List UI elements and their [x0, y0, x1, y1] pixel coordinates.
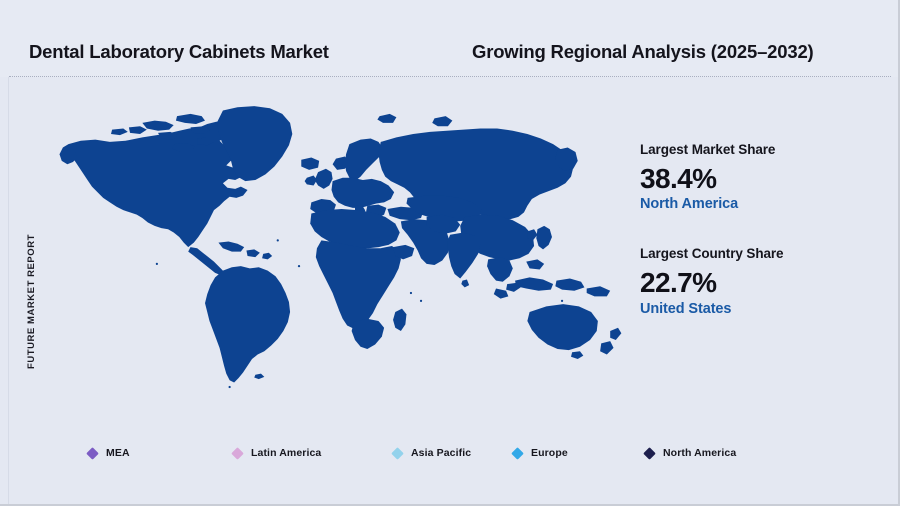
world-map: [58, 96, 624, 401]
stat-label: Largest Country Share: [640, 246, 784, 262]
japan: [536, 225, 552, 250]
atlantic-speck: [297, 265, 301, 268]
great-britain: [314, 168, 333, 189]
southeast-asia: [487, 257, 513, 282]
puerto-rico: [262, 252, 273, 260]
legend-marker-icon: [511, 446, 524, 460]
header-subtitle: Growing Regional Analysis (2025–2032): [472, 41, 814, 62]
indian-ocean-speck: [409, 291, 413, 295]
alaska: [59, 144, 78, 165]
left-edge-rule: [8, 0, 9, 504]
legend-item-mea[interactable]: MEA: [86, 446, 130, 460]
continental-europe: [331, 177, 395, 208]
page-title: Dental Laboratory Cabinets Market: [29, 41, 329, 62]
kamchatka: [555, 147, 578, 171]
stats-panel: Largest Market Share 38.4% North America…: [640, 142, 880, 339]
novaya-zemlya: [432, 116, 453, 127]
stat-value: 38.4%: [640, 163, 717, 194]
borneo: [506, 282, 521, 292]
java: [493, 288, 509, 299]
stat-largest-market-share: Largest Market Share 38.4% North America: [640, 142, 880, 212]
south-america: [205, 266, 291, 383]
new-guinea: [586, 286, 611, 297]
arctic-island-3: [128, 126, 147, 135]
greenland: [217, 106, 293, 182]
iceland: [301, 157, 320, 170]
new-zealand-south: [600, 341, 614, 355]
map-legend: MEA Latin America Asia Pacific Europe No…: [86, 446, 788, 467]
legend-item-latin-america[interactable]: Latin America: [231, 446, 322, 460]
arctic-island-2: [175, 113, 206, 124]
ireland: [304, 175, 317, 186]
legend-label: Europe: [531, 447, 568, 459]
legend-label: Latin America: [251, 447, 322, 459]
stat-largest-country-share: Largest Country Share 22.7% United State…: [640, 246, 880, 316]
north-africa: [310, 209, 400, 249]
stat-label: Largest Market Share: [640, 142, 776, 157]
sub-saharan-africa: [315, 240, 401, 329]
baffin-island: [172, 143, 195, 152]
falkland-islands: [254, 373, 265, 380]
header-bar: Dental Laboratory Cabinets Market Growin…: [0, 0, 898, 77]
svalbard: [377, 113, 397, 123]
legend-item-north-america[interactable]: North America: [643, 446, 737, 460]
stat-region: North America: [640, 196, 739, 213]
arctic-island-6: [190, 126, 211, 135]
hawaii-speck: [155, 262, 158, 266]
arctic-island-1: [142, 120, 174, 131]
iran: [426, 214, 461, 234]
legend-marker-icon: [391, 446, 404, 460]
south-atlantic-speck: [228, 385, 231, 389]
legend-marker-icon: [231, 446, 244, 460]
legend-label: MEA: [106, 447, 130, 459]
world-map-landmasses: [59, 106, 622, 389]
legend-marker-icon: [86, 446, 99, 460]
new-zealand-north: [610, 327, 622, 340]
indian-ocean-speck-2: [419, 299, 423, 302]
sri-lanka: [461, 279, 470, 288]
brand-watermark: FUTURE MARKET REPORT: [26, 234, 37, 370]
korea: [527, 229, 538, 241]
stat-region: United States: [640, 300, 732, 317]
arctic-island-5: [110, 128, 128, 136]
indonesia-west: [515, 277, 554, 291]
pacific-speck: [560, 299, 564, 302]
legend-label: Asia Pacific: [411, 447, 472, 459]
horn-of-africa: [393, 244, 415, 260]
hispaniola: [246, 249, 260, 258]
philippines: [526, 259, 545, 270]
madagascar: [393, 308, 407, 332]
central-america: [188, 247, 223, 276]
legend-label: North America: [663, 447, 737, 459]
indonesia-east: [555, 278, 585, 291]
legend-item-europe[interactable]: Europe: [511, 446, 568, 460]
scandinavia: [344, 138, 383, 182]
stat-value: 22.7%: [640, 267, 717, 299]
india: [447, 232, 481, 279]
header-divider: [9, 76, 891, 77]
australia: [527, 304, 598, 351]
central-asia: [406, 195, 482, 222]
legend-item-asia-pacific[interactable]: Asia Pacific: [391, 446, 472, 460]
norway-coast: [332, 156, 350, 170]
southern-africa: [351, 318, 385, 349]
arctic-island-7: [197, 137, 214, 146]
legend-marker-icon: [643, 446, 656, 460]
tasmania: [571, 351, 584, 360]
cuba: [218, 241, 245, 252]
bahamas-speck: [276, 239, 279, 242]
world-map-svg: [59, 106, 622, 389]
arctic-island-4: [158, 131, 179, 140]
